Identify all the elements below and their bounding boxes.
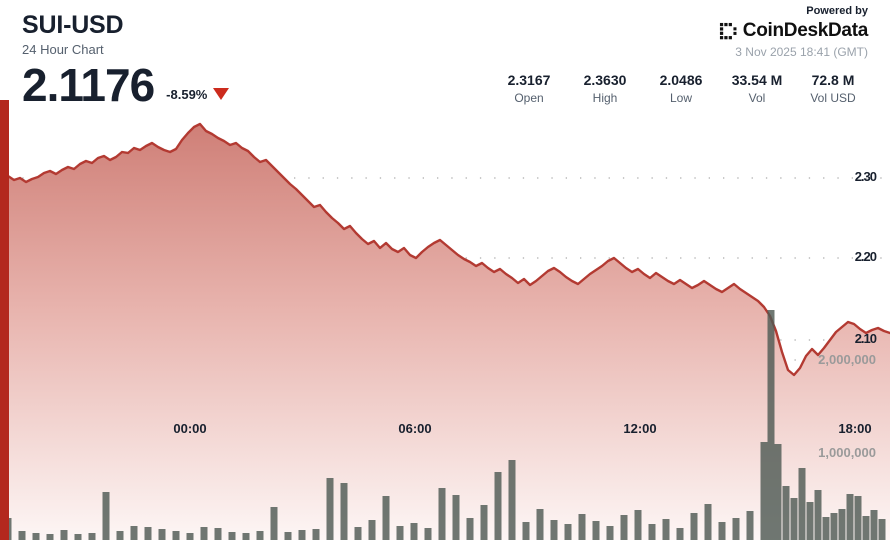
volume-bar	[116, 531, 124, 540]
volume-bar	[284, 532, 292, 540]
volume-bar	[774, 444, 782, 540]
volume-bar	[326, 478, 334, 540]
volume-bar	[536, 509, 544, 540]
volume-bar	[158, 529, 166, 540]
volume-bar	[878, 519, 886, 540]
volume-bar	[368, 520, 376, 540]
volume-bar	[88, 533, 96, 540]
volume-bar	[382, 496, 390, 540]
volume-bar	[814, 490, 822, 540]
volume-bar	[648, 524, 656, 540]
left-edge-accent-bar	[0, 100, 9, 540]
volume-bar	[676, 528, 684, 540]
volume-bar	[508, 460, 516, 540]
volume-bar	[438, 488, 446, 540]
volume-bar	[130, 526, 138, 540]
volume-bar	[256, 531, 264, 540]
volume-bar	[662, 519, 670, 540]
volume-bar	[46, 534, 54, 540]
volume-bar	[74, 534, 82, 540]
price-axis-tick: 2.30	[854, 169, 877, 184]
volume-bar	[228, 532, 236, 540]
volume-bar	[564, 524, 572, 540]
volume-bar	[18, 531, 26, 540]
volume-bar	[480, 505, 488, 540]
volume-bar	[578, 514, 586, 540]
volume-bar	[550, 520, 558, 540]
volume-bar	[854, 496, 862, 540]
volume-bar	[298, 530, 306, 540]
price-axis-tick: 2.10	[854, 331, 877, 346]
volume-bar	[870, 510, 878, 540]
volume-bar	[396, 526, 404, 540]
time-axis-tick: 18:00	[838, 421, 872, 436]
volume-bar	[592, 521, 600, 540]
volume-bar	[846, 494, 854, 540]
price-line	[6, 122, 890, 377]
volume-bar	[466, 518, 474, 540]
time-axis-tick: 06:00	[398, 421, 432, 436]
volume-bar	[798, 468, 806, 540]
volume-bar	[522, 522, 530, 540]
volume-bar	[704, 504, 712, 540]
volume-bar	[452, 495, 460, 540]
volume-bar	[746, 511, 754, 540]
time-axis-tick: 12:00	[623, 421, 657, 436]
volume-bar	[634, 510, 642, 540]
volume-bar	[354, 527, 362, 540]
volume-bar	[200, 527, 208, 540]
volume-bar	[718, 522, 726, 540]
volume-bar	[782, 486, 790, 540]
price-line-path	[6, 122, 890, 377]
volume-bar	[620, 515, 628, 540]
volume-bar	[172, 531, 180, 540]
volume-bar	[144, 527, 152, 540]
volume-bar	[767, 310, 775, 540]
volume-bar	[424, 528, 432, 540]
volume-bar	[214, 528, 222, 540]
volume-bar	[606, 526, 614, 540]
volume-bar	[690, 513, 698, 540]
volume-bar	[60, 530, 68, 540]
time-axis-tick: 00:00	[173, 421, 207, 436]
volume-bar	[822, 517, 830, 540]
volume-bar	[830, 513, 838, 540]
volume-bar	[340, 483, 348, 540]
volume-bar	[732, 518, 740, 540]
volume-axis-tick: 1,000,000	[818, 445, 876, 460]
volume-bar	[312, 529, 320, 540]
price-axis-tick: 2.20	[854, 249, 877, 264]
volume-bar	[410, 523, 418, 540]
volume-bar	[32, 533, 40, 540]
volume-axis-tick: 2,000,000	[818, 352, 876, 367]
volume-bar	[838, 509, 846, 540]
volume-bar	[806, 502, 814, 540]
price-area-fill	[8, 124, 890, 540]
volume-bar	[186, 533, 194, 540]
volume-bar	[494, 472, 502, 540]
volume-bar	[862, 516, 870, 540]
volume-bar	[102, 492, 110, 540]
volume-bar	[242, 533, 250, 540]
volume-bar	[790, 498, 798, 540]
volume-bar	[760, 442, 768, 540]
volume-bar	[270, 507, 278, 540]
volume-bars	[4, 310, 886, 540]
price-area	[8, 124, 890, 540]
